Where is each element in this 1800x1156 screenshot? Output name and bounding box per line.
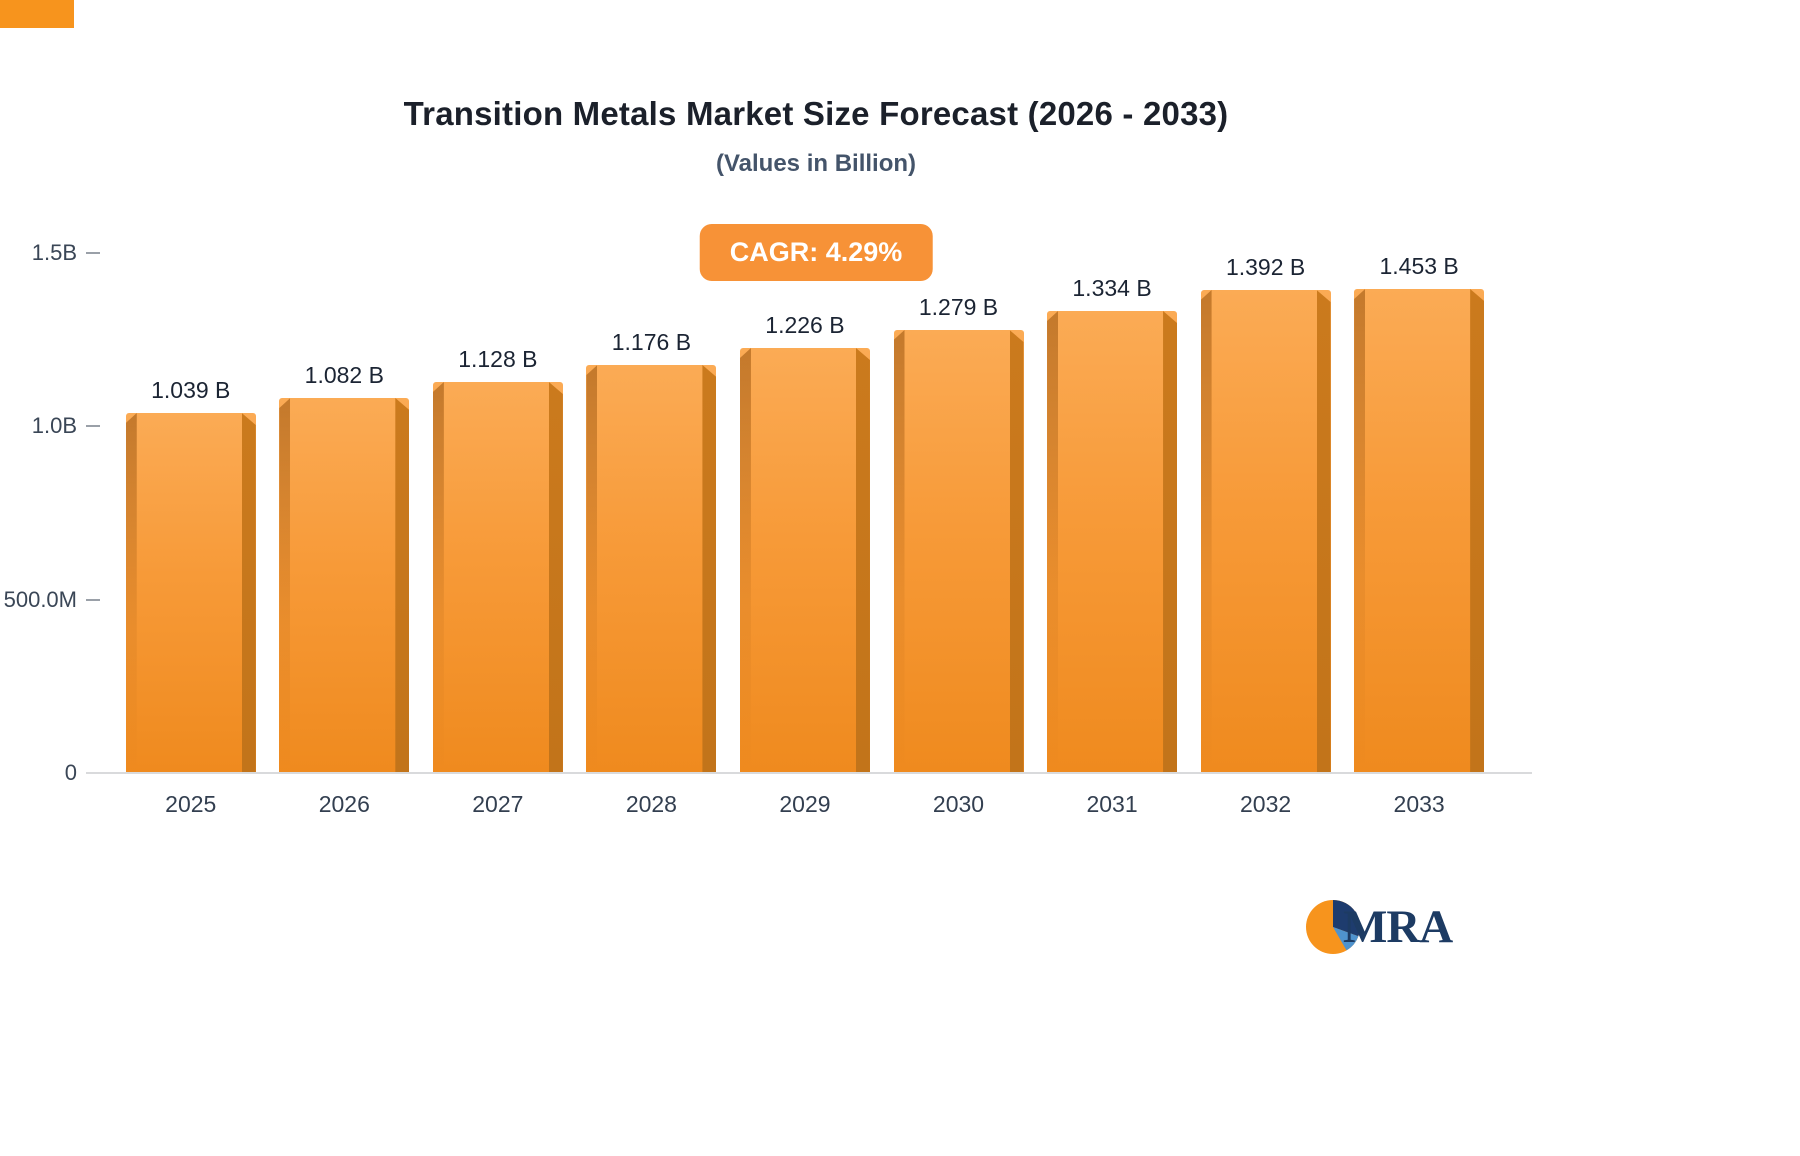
y-tick-label: 0: [64, 760, 77, 785]
y-tick: 1.5B: [32, 240, 100, 266]
bar-2031: [1047, 311, 1178, 773]
bar-column: 1.176 B 2028: [586, 253, 717, 817]
bar-2029: [739, 348, 870, 773]
y-tick: 500.0M: [4, 587, 100, 613]
bar-series: 1.039 B 2025 1.082 B 2026 1.128 B 2027 1.176 B…: [100, 253, 1532, 817]
x-axis-label: 2025: [165, 791, 217, 817]
bar-value-label: 1.334 B: [1072, 275, 1152, 301]
y-tick-mark: [86, 252, 100, 254]
y-tick: 1.0B: [32, 413, 100, 439]
mra-logo: MRA: [1306, 900, 1453, 954]
bar-column: 1.453 B 2033: [1354, 253, 1485, 817]
bar-value-label: 1.453 B: [1379, 253, 1459, 279]
x-axis-label: 2033: [1393, 791, 1445, 817]
x-axis-label: 2031: [1086, 791, 1138, 817]
mra-logo-text: MRA: [1343, 901, 1453, 953]
chart-title: Transition Metals Market Size Forecast (…: [403, 95, 1229, 132]
bar-column: 1.039 B 2025: [125, 253, 256, 817]
bar-2028: [586, 365, 717, 773]
bar-2027: [432, 382, 563, 773]
bar-2026: [279, 398, 410, 773]
x-axis-label: 2027: [472, 791, 524, 817]
bar-value-label: 1.392 B: [1225, 254, 1306, 280]
bar-2030: [893, 330, 1024, 773]
x-axis-line: [86, 772, 1532, 774]
mra-logo-pie-icon: [1306, 900, 1360, 954]
corner-accent: [0, 0, 74, 28]
cagr-badge: CAGR: 4.29%: [699, 224, 933, 281]
bar-column: 1.279 B 2030: [893, 253, 1024, 817]
bar-column: 1.334 B 2031: [1047, 253, 1178, 817]
y-tick-label: 1.0B: [31, 413, 77, 439]
x-axis-label: 2026: [318, 791, 370, 817]
y-tick-mark: [86, 425, 100, 428]
x-axis-label: 2029: [779, 791, 831, 817]
plot-area: 1.5B 1.0B 500.0M 0 1.039 B 2025 1.082 B 2026 1.…: [4, 240, 1532, 817]
x-axis-label: 2028: [625, 791, 677, 817]
market-forecast-chart: Transition Metals Market Size Forecast (…: [0, 0, 1632, 1156]
bar-value-label: 1.082 B: [304, 362, 384, 388]
bar-2025: [125, 413, 256, 773]
bar-value-label: 1.279 B: [918, 294, 999, 320]
y-tick-label: 500.0M: [3, 586, 77, 612]
bar-column: 1.226 B 2029: [739, 253, 870, 817]
bar-value-label: 1.176 B: [611, 329, 692, 355]
x-axis-label: 2030: [932, 791, 985, 817]
bar-column: 1.392 B 2032: [1200, 253, 1331, 817]
chart-subtitle: (Values in Billion): [715, 150, 917, 177]
bar-2032: [1200, 290, 1331, 773]
bar-value-label: 1.226 B: [765, 312, 845, 338]
bar-column: 1.082 B 2026: [279, 253, 410, 817]
y-tick-mark: [86, 598, 100, 601]
bar-value-label: 1.039 B: [151, 377, 231, 403]
bar-2033: [1354, 289, 1485, 773]
y-tick-label: 1.5B: [31, 240, 77, 265]
x-axis-label: 2032: [1240, 791, 1292, 817]
bar-value-label: 1.128 B: [458, 346, 538, 372]
bar-column: 1.128 B 2027: [432, 253, 563, 817]
